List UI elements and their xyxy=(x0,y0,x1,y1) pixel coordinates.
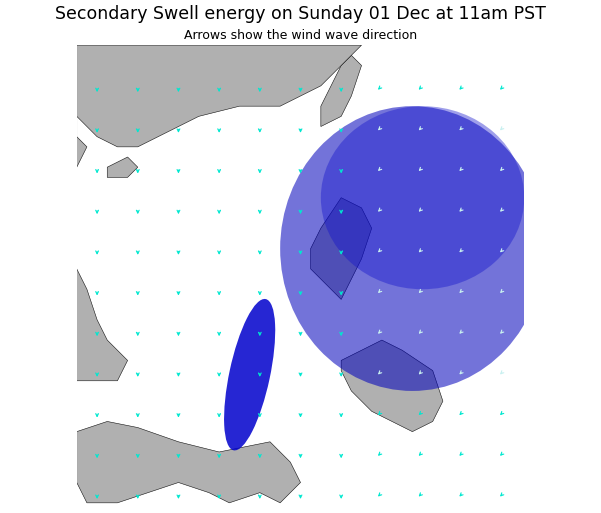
Polygon shape xyxy=(341,340,443,431)
Polygon shape xyxy=(77,422,300,503)
Ellipse shape xyxy=(321,106,524,289)
Text: Arrows show the wind wave direction: Arrows show the wind wave direction xyxy=(184,29,417,42)
Polygon shape xyxy=(311,198,371,300)
Polygon shape xyxy=(107,157,138,177)
Polygon shape xyxy=(321,55,362,127)
Polygon shape xyxy=(77,45,362,147)
Polygon shape xyxy=(0,45,127,381)
Text: Secondary Swell energy on Sunday 01 Dec at 11am PST: Secondary Swell energy on Sunday 01 Dec … xyxy=(55,6,546,24)
Ellipse shape xyxy=(280,106,545,391)
Ellipse shape xyxy=(224,299,275,450)
